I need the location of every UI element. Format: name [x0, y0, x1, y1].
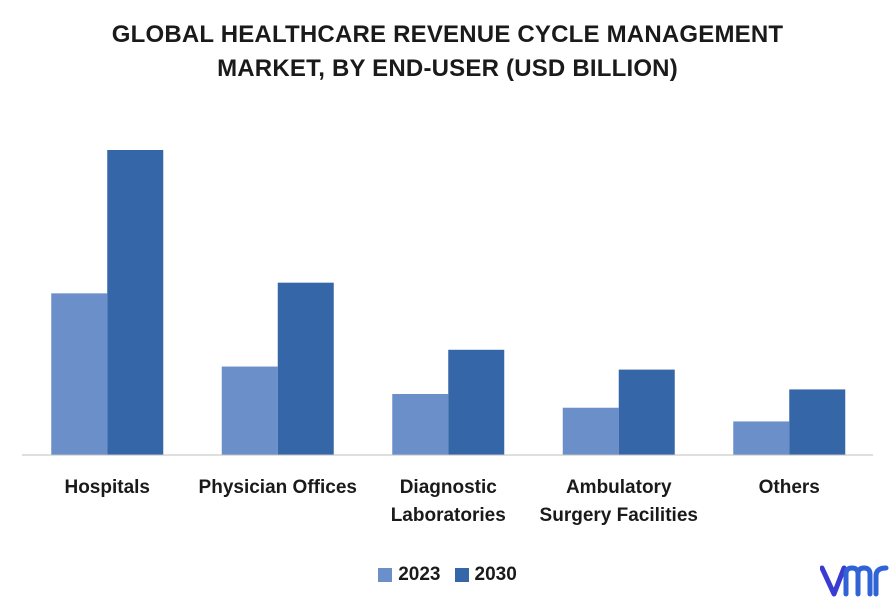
- legend: 2023 2030: [0, 564, 895, 586]
- category-label-line: Ambulatory: [565, 477, 672, 498]
- legend-item-2023: 2023: [378, 564, 441, 586]
- category-label-5: Others: [704, 474, 874, 502]
- bar-2030-diagnostic-laboratories: [448, 349, 505, 455]
- legend-item-2030: 2030: [454, 564, 517, 586]
- legend-label-2030: 2030: [474, 564, 517, 585]
- category-label-line: Diagnostic: [399, 477, 497, 498]
- bar-2030-hospitals: [107, 150, 164, 455]
- category-label-4: Ambulatory Surgery Facilities: [534, 474, 704, 530]
- bar-2023-diagnostic-laboratories: [392, 394, 449, 455]
- bar-2030-others: [789, 389, 846, 455]
- category-label-line: Physician Offices: [198, 477, 357, 498]
- category-label-2: Physician Offices: [193, 474, 363, 502]
- chart-title-line-2: MARKET, BY END-USER (USD BILLION): [217, 55, 678, 82]
- bar-2023-ambulatory-surgery-facilities: [562, 407, 619, 455]
- legend-swatch-2023: [378, 568, 393, 582]
- logo-v-shape: [820, 565, 847, 597]
- bar-2030-ambulatory-surgery-facilities: [618, 369, 675, 455]
- bar-2023-others: [733, 421, 790, 455]
- category-label-line: Others: [758, 477, 820, 498]
- bar-2023-physician-offices: [221, 366, 278, 455]
- category-label-line: Laboratories: [390, 505, 506, 526]
- bar-2030-physician-offices: [277, 282, 334, 455]
- chart-title: GLOBAL HEALTHCARE REVENUE CYCLE MANAGEME…: [0, 18, 895, 86]
- vmr-logo-icon: [820, 565, 889, 597]
- bar-2023-hospitals: [51, 293, 108, 455]
- category-label-1: Hospitals: [22, 474, 192, 502]
- legend-swatch-2030: [454, 568, 469, 582]
- category-label-line: Hospitals: [64, 477, 151, 498]
- category-label-3: Diagnostic Laboratories: [363, 474, 533, 530]
- legend-label-2023: 2023: [398, 564, 441, 585]
- logo-r-shape: [873, 565, 889, 597]
- category-label-line: Surgery Facilities: [539, 505, 698, 526]
- chart-title-line-1: GLOBAL HEALTHCARE REVENUE CYCLE MANAGEME…: [111, 21, 784, 48]
- bars-group: [51, 150, 846, 455]
- logo-m-shape: [843, 565, 873, 597]
